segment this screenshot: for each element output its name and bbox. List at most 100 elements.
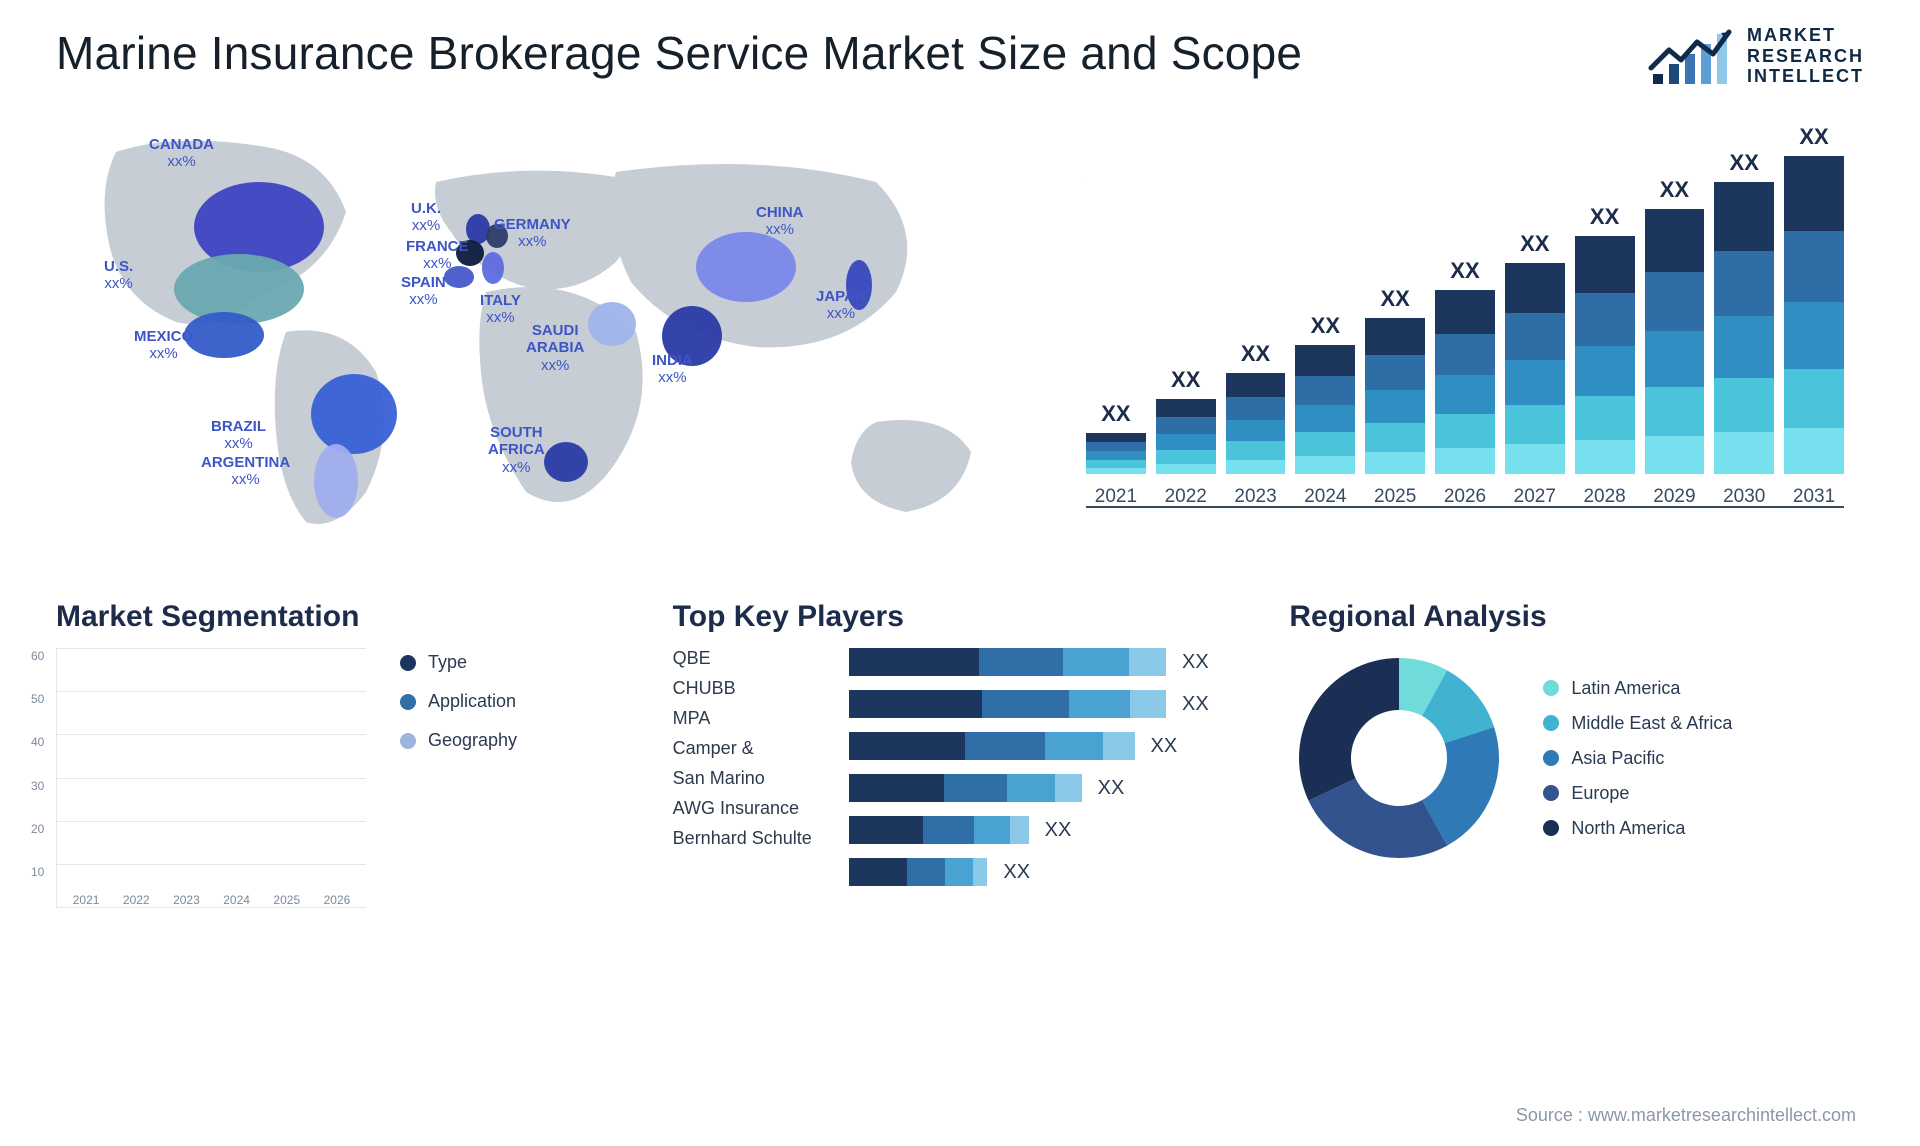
players-section: Top Key Players QBE CHUBB MPA Camper & San M… [673, 600, 1248, 908]
map-label-saudi-arabia: SAUDIARABIAxx% [526, 322, 584, 374]
player-bar: XX [849, 816, 1209, 844]
map-label-u-s-: U.S.xx% [104, 258, 133, 293]
map-label-spain: SPAINxx% [401, 274, 446, 309]
x-tick: 2028 [1583, 486, 1625, 508]
growth-bar: XX 2026 [1435, 258, 1495, 508]
bar-value-label: XX [1241, 341, 1270, 367]
seg-bar: 2026 [320, 885, 354, 907]
map-highlight-brazil [311, 374, 397, 454]
growth-bar: XX 2031 [1784, 124, 1844, 508]
seg-bar: 2021 [69, 885, 103, 907]
players-title: Top Key Players [673, 600, 1248, 634]
page-title: Marine Insurance Brokerage Service Marke… [56, 26, 1302, 80]
x-tick: 2030 [1723, 486, 1765, 508]
map-label-china: CHINAxx% [756, 204, 804, 239]
player-name: San Marino [673, 768, 815, 789]
growth-bar: XX 2023 [1226, 341, 1286, 508]
legend-item: Latin America [1543, 678, 1732, 699]
player-name: MPA [673, 708, 815, 729]
world-map: CANADAxx% U.S.xx% MEXICOxx% BRAZILxx%ARGENT… [56, 122, 1036, 552]
seg-bar: 2023 [169, 885, 203, 907]
segmentation-chart: 102030405060202120222023202420252026 [56, 648, 366, 908]
x-tick: 2023 [1234, 486, 1276, 508]
legend-item: Middle East & Africa [1543, 713, 1732, 734]
growth-bar: XX 2027 [1505, 231, 1565, 508]
map-highlight-safrica [544, 442, 588, 482]
map-highlight-us [174, 254, 304, 324]
map-highlight-china [696, 232, 796, 302]
bar-value-label: XX [1520, 231, 1549, 257]
player-bar: XX [849, 858, 1209, 886]
bar-value-label: XX [1101, 401, 1130, 427]
map-label-canada: CANADAxx% [149, 136, 214, 171]
players-names: QBE CHUBB MPA Camper & San Marino AWG Insuran… [673, 648, 815, 886]
x-tick: 2025 [1374, 486, 1416, 508]
player-bar: XX [849, 648, 1209, 676]
bar-value-label: XX [1450, 258, 1479, 284]
players-bars: XXXXXXXXXXXX [849, 648, 1209, 886]
brand-mark-icon [1647, 24, 1733, 88]
map-highlight-italy [482, 252, 504, 284]
brand-logo: MARKET RESEARCH INTELLECT [1647, 24, 1864, 88]
growth-bar: XX 2024 [1295, 313, 1355, 508]
map-label-mexico: MEXICOxx% [134, 328, 193, 363]
segmentation-section: Market Segmentation 10203040506020212022… [56, 600, 631, 908]
player-name: AWG Insurance [673, 798, 815, 819]
growth-bar: XX 2025 [1365, 286, 1425, 508]
x-tick: 2027 [1514, 486, 1556, 508]
growth-bar: XX 2028 [1575, 204, 1635, 508]
bar-value-label: XX [1590, 204, 1619, 230]
source-label: Source : www.marketresearchintellect.com [1516, 1105, 1856, 1126]
regional-legend: Latin America Middle East & Africa Asia Pa… [1543, 678, 1732, 839]
seg-bar: 2024 [220, 885, 254, 907]
player-bar: XX [849, 690, 1209, 718]
player-name: CHUBB [673, 678, 815, 699]
regional-section: Regional Analysis Latin America Middle Ea… [1289, 600, 1864, 908]
bar-value-label: XX [1311, 313, 1340, 339]
x-tick: 2026 [1444, 486, 1486, 508]
bar-value-label: XX [1660, 177, 1689, 203]
growth-chart: XX2021XX2022XX2023XX2024XX2025XX2026XX20… [1086, 122, 1864, 552]
x-tick: 2021 [1095, 486, 1137, 508]
player-name: QBE [673, 648, 815, 669]
x-tick: 2022 [1165, 486, 1207, 508]
regional-title: Regional Analysis [1289, 600, 1864, 634]
map-label-italy: ITALYxx% [480, 292, 521, 327]
segmentation-title: Market Segmentation [56, 600, 631, 634]
bar-value-label: XX [1799, 124, 1828, 150]
legend-item: Type [400, 652, 517, 673]
growth-bar: XX 2021 [1086, 401, 1146, 508]
map-label-argentina: ARGENTINAxx% [201, 454, 290, 489]
x-tick: 2029 [1653, 486, 1695, 508]
legend-item: Application [400, 691, 517, 712]
map-label-u-k-: U.K.xx% [411, 200, 441, 235]
player-bar: XX [849, 732, 1209, 760]
map-label-brazil: BRAZILxx% [211, 418, 266, 453]
map-label-germany: GERMANYxx% [494, 216, 571, 251]
trend-arrow-icon [1086, 178, 1087, 179]
map-label-india: INDIAxx% [652, 352, 693, 387]
map-label-france: FRANCExx% [406, 238, 469, 273]
legend-item: Geography [400, 730, 517, 751]
x-tick: 2024 [1304, 486, 1346, 508]
segmentation-legend: Type Application Geography [400, 648, 517, 908]
seg-bar: 2025 [270, 885, 304, 907]
map-label-south-africa: SOUTHAFRICAxx% [488, 424, 545, 476]
seg-bar: 2022 [119, 885, 153, 907]
x-tick: 2031 [1793, 486, 1835, 508]
brand-name: MARKET RESEARCH INTELLECT [1747, 25, 1864, 87]
map-highlight-argentina [314, 444, 358, 518]
map-highlight-mexico [184, 312, 264, 358]
bar-value-label: XX [1730, 150, 1759, 176]
growth-bar: XX2022 [1156, 367, 1216, 508]
player-name: Bernhard Schulte [673, 828, 815, 849]
legend-item: Asia Pacific [1543, 748, 1732, 769]
player-name: Camper & [673, 738, 815, 759]
growth-bar: XX 2030 [1714, 150, 1774, 508]
map-label-japan: JAPANxx% [816, 288, 866, 323]
growth-bar: XX 2029 [1645, 177, 1705, 508]
bar-value-label: XX [1380, 286, 1409, 312]
legend-item: North America [1543, 818, 1732, 839]
regional-donut [1289, 648, 1509, 868]
map-highlight-saudi [588, 302, 636, 346]
